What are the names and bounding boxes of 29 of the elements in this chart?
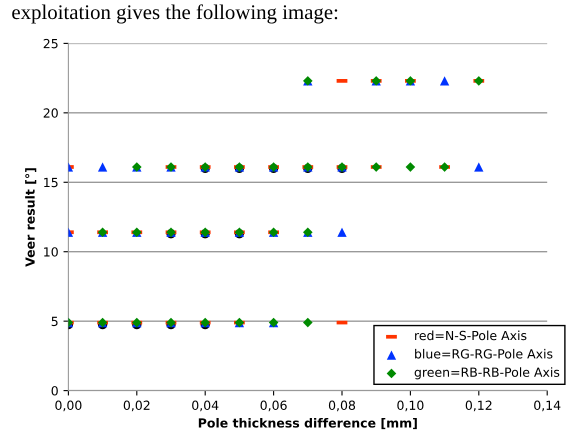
y-tick-label: 20 [44,108,58,118]
y-tick-label: 25 [44,38,58,48]
x-tick-label: 0,12 [466,400,492,412]
x-tick-label: 0,10 [397,400,424,412]
point [474,76,484,86]
y-axis-title: Veer result [°] [25,168,36,267]
legend-label: green=RB-RB-Pole Axis [414,367,560,380]
x-tick-label: 0,06 [260,400,287,412]
x-axis-title: Pole thickness difference [mm] [198,418,417,430]
x-tick-label: 0,00 [55,400,82,412]
legend-label: red=N-S-Pole Axis [415,330,526,340]
point [98,162,108,172]
point [440,162,450,172]
x-tick-label: 0,02 [124,400,150,412]
point [474,162,484,172]
point [440,76,450,86]
y-tick-label: 5 [52,316,58,326]
point [406,162,416,172]
x-tick-label: 0,08 [328,400,356,412]
text: exploitation gives the following image: [12,4,338,24]
y-tick-label: 0 [52,386,58,396]
point [337,228,347,237]
x-tick-label: 0,04 [192,400,218,412]
y-tick-label: 10 [44,247,58,257]
y-tick-label: 15 [44,178,58,188]
point [371,162,382,172]
point [302,318,313,328]
legend-label: blue=RG-RG-Pole Axis [415,348,552,359]
x-tick-label: 0,14 [534,400,560,412]
